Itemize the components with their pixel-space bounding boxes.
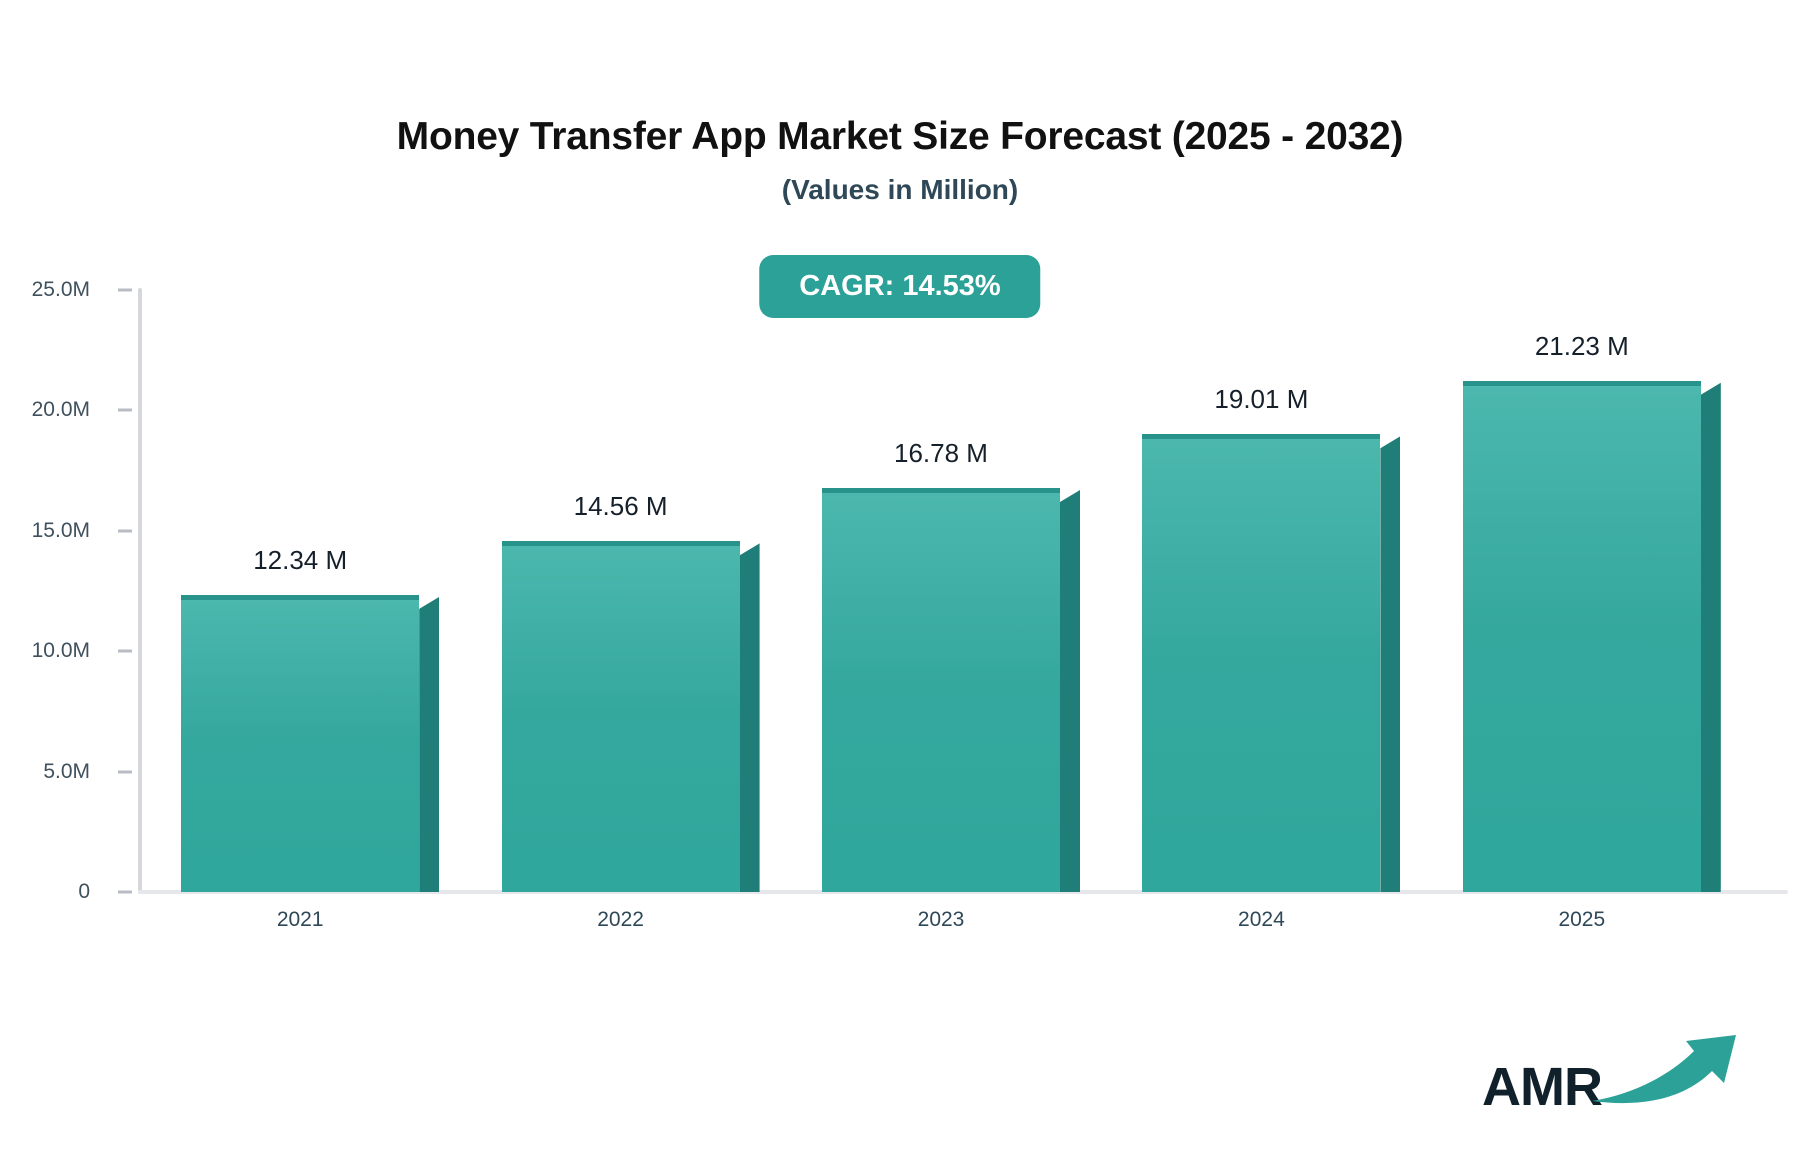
y-axis-tick-mark [118,288,132,292]
bar-value-label: 16.78 M [894,437,988,468]
bar-top-edge [1462,380,1701,386]
bar-value-label: 12.34 M [253,544,348,575]
bar-top-edge [501,541,740,547]
bar[interactable] [1462,380,1721,892]
bar-top-edge [822,487,1060,493]
bar-side-face [739,543,760,892]
bar-side-face [419,596,440,892]
bar[interactable] [181,594,440,892]
plot-area [140,290,1742,892]
bar-side-face [1060,489,1080,892]
bar-value-label: 14.56 M [573,491,668,522]
bar-front-face [822,487,1060,892]
y-axis-line [138,288,142,894]
x-axis-tick-label: 2022 [597,908,644,931]
x-axis-line [138,890,1788,894]
bar-side-face [1380,436,1401,892]
bar-value-label: 21.23 M [1534,330,1629,361]
y-axis-tick-mark [118,408,132,412]
bar-side-face [1700,382,1721,892]
y-axis-tick-label: 0 [78,880,90,903]
x-axis-tick-label: 2023 [917,908,965,931]
y-axis-tick-label: 10.0M [31,639,90,663]
bar-value-label: 19.01 M [1214,384,1309,415]
bar-front-face [181,594,420,892]
bar-front-face [1142,434,1381,892]
bar[interactable] [501,541,760,892]
y-axis-tick-label: 15.0M [31,518,90,542]
y-axis-tick-mark [118,770,132,774]
bar-top-edge [181,594,420,600]
page-title: Money Transfer App Market Size Forecast … [396,115,1404,158]
bar-front-face [1462,380,1701,892]
chart-subtitle: (Values in Million) [781,174,1019,205]
bar-front-face [501,541,740,892]
amr-logo: AMR [1482,1031,1740,1114]
y-axis-tick-mark [118,649,132,653]
y-axis-tick-mark [118,890,132,894]
y-axis-tick-mark [118,529,132,533]
y-axis-tick-label: 20.0M [31,398,90,422]
bar[interactable] [1142,434,1401,892]
bar-top-edge [1142,434,1381,440]
y-axis-tick-label: 5.0M [43,759,90,783]
bar[interactable] [822,487,1080,892]
x-axis-tick-label: 2021 [276,908,324,931]
cagr-badge: CAGR: 14.53% [759,255,1041,318]
amr-logo-text: AMR [1482,1057,1603,1117]
y-axis-tick-label: 25.0M [31,278,90,301]
x-axis-tick-label: 2025 [1558,908,1606,931]
x-axis-tick-label: 2024 [1238,908,1285,931]
growth-arrow-icon [1590,1031,1740,1110]
